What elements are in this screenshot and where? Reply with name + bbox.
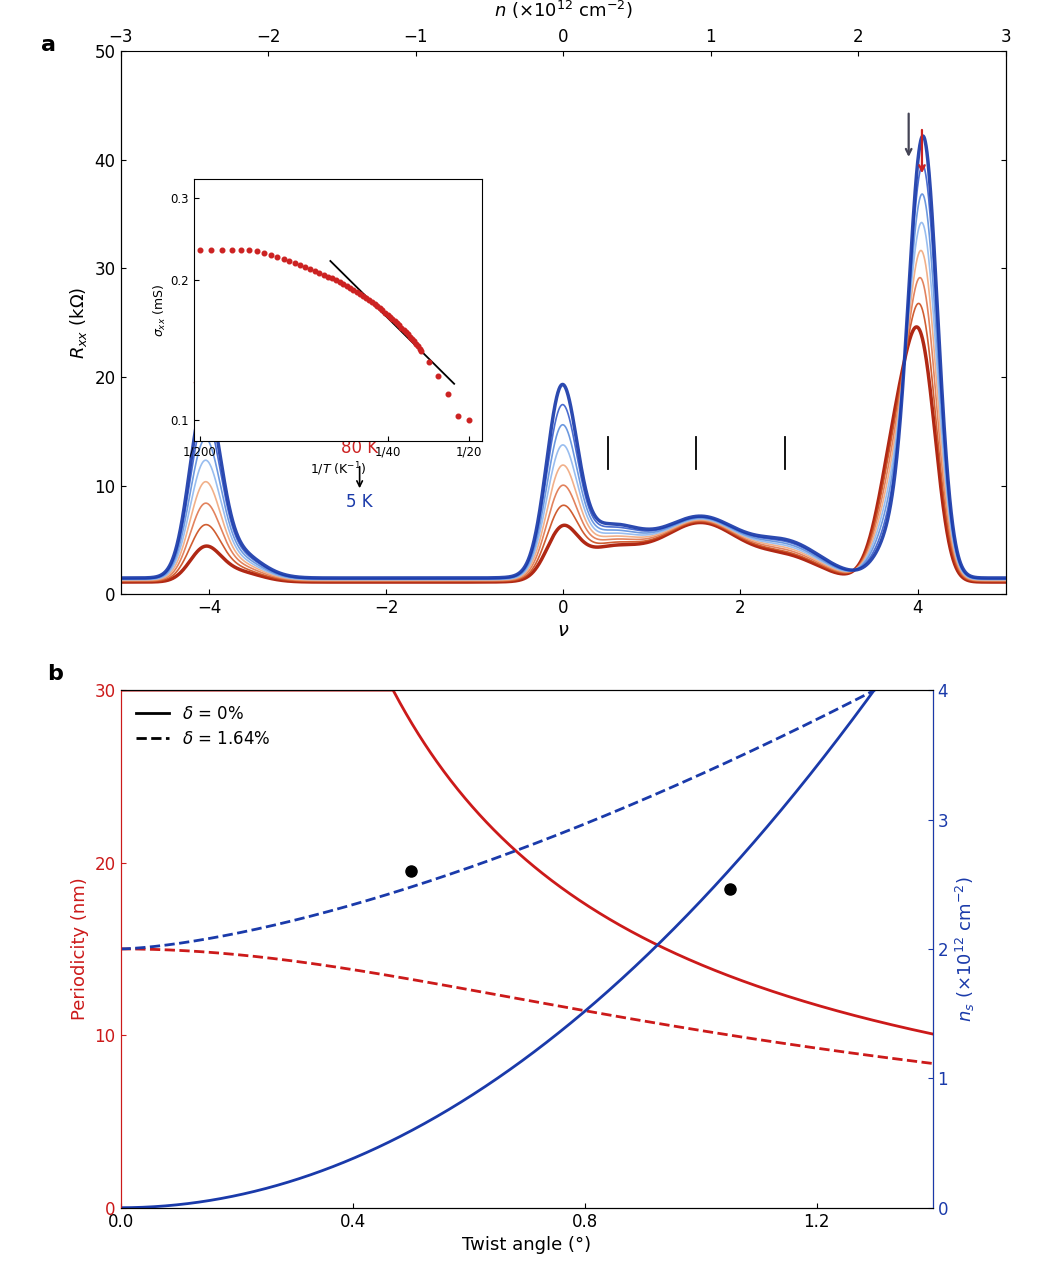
Point bbox=[297, 257, 313, 277]
Point bbox=[324, 268, 341, 289]
Point bbox=[334, 273, 351, 294]
Point bbox=[223, 240, 240, 261]
X-axis label: 1/$T$ (K$^{-1}$): 1/$T$ (K$^{-1}$) bbox=[310, 460, 366, 478]
Point bbox=[401, 327, 418, 348]
Point bbox=[387, 311, 403, 331]
Point bbox=[354, 286, 371, 307]
Point bbox=[369, 296, 386, 317]
Point bbox=[248, 240, 265, 261]
Y-axis label: $R_{xx}$ (k$\Omega$): $R_{xx}$ (k$\Omega$) bbox=[68, 286, 89, 359]
Point bbox=[357, 288, 374, 308]
Point bbox=[233, 240, 249, 261]
Point bbox=[241, 240, 258, 261]
Text: b: b bbox=[47, 665, 63, 684]
Point bbox=[311, 262, 328, 282]
Point bbox=[406, 331, 422, 351]
Y-axis label: Periodicity (nm): Periodicity (nm) bbox=[71, 878, 89, 1020]
Point bbox=[306, 261, 323, 281]
Point bbox=[371, 298, 388, 318]
Point bbox=[256, 243, 272, 263]
Point bbox=[327, 270, 344, 290]
Point bbox=[364, 291, 380, 312]
Text: 5 K: 5 K bbox=[346, 493, 373, 511]
Text: a: a bbox=[41, 35, 56, 55]
Legend: $\delta$ = 0%, $\delta$ = 1.64%: $\delta$ = 0%, $\delta$ = 1.64% bbox=[129, 699, 278, 754]
Point bbox=[408, 334, 424, 354]
Point bbox=[460, 409, 477, 429]
Point bbox=[351, 284, 368, 304]
X-axis label: $\nu$: $\nu$ bbox=[558, 621, 569, 640]
Point bbox=[276, 249, 292, 270]
Point bbox=[411, 339, 428, 359]
Point bbox=[203, 240, 220, 261]
Point bbox=[450, 405, 466, 426]
Point bbox=[320, 266, 336, 286]
Point bbox=[439, 383, 456, 404]
Point bbox=[342, 277, 358, 298]
Point bbox=[345, 280, 362, 300]
Y-axis label: $\sigma_{xx}$ (mS): $\sigma_{xx}$ (mS) bbox=[152, 284, 168, 336]
Point bbox=[366, 294, 383, 314]
Text: 80 K: 80 K bbox=[341, 438, 378, 456]
Point bbox=[315, 265, 332, 285]
Point bbox=[348, 282, 365, 303]
Y-axis label: $n_s$ ($\times$10$^{12}$ cm$^{-2}$): $n_s$ ($\times$10$^{12}$ cm$^{-2}$) bbox=[954, 875, 977, 1022]
Point bbox=[403, 328, 420, 349]
Point bbox=[376, 303, 393, 323]
Point bbox=[374, 300, 391, 321]
Point bbox=[191, 240, 208, 261]
Point bbox=[262, 245, 279, 266]
Point bbox=[395, 320, 412, 340]
X-axis label: $n$ ($\times$10$^{12}$ cm$^{-2}$): $n$ ($\times$10$^{12}$ cm$^{-2}$) bbox=[494, 0, 633, 22]
Point bbox=[361, 290, 377, 311]
Point bbox=[269, 247, 286, 267]
Point bbox=[393, 317, 410, 337]
Point bbox=[381, 307, 398, 327]
Point bbox=[410, 336, 427, 357]
Point bbox=[331, 272, 348, 293]
Point bbox=[339, 276, 355, 296]
Point bbox=[391, 316, 408, 336]
Point bbox=[397, 322, 414, 343]
Point bbox=[384, 309, 400, 330]
Point bbox=[399, 325, 416, 345]
X-axis label: Twist angle (°): Twist angle (°) bbox=[462, 1236, 591, 1254]
Point bbox=[389, 313, 406, 334]
Point bbox=[379, 304, 396, 325]
Point bbox=[413, 341, 430, 362]
Point bbox=[302, 258, 319, 279]
Point bbox=[281, 250, 298, 271]
Point bbox=[430, 366, 446, 386]
Point bbox=[286, 253, 303, 273]
Point bbox=[291, 254, 308, 275]
Point bbox=[214, 240, 231, 261]
Point bbox=[421, 353, 438, 373]
